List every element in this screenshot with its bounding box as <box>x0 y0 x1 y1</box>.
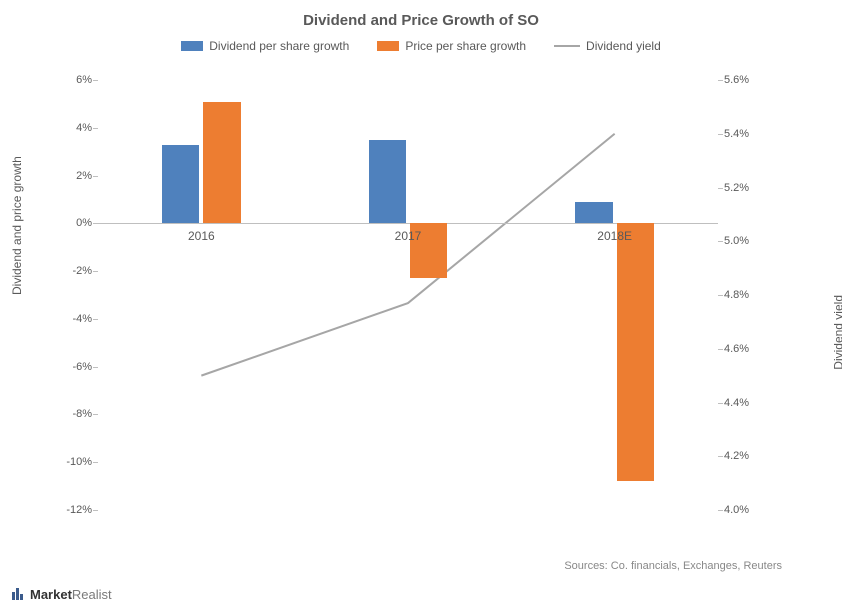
legend-swatch-icon <box>181 41 203 51</box>
category-label: 2016 <box>188 229 215 243</box>
y-right-tick: 5.0% <box>724 235 768 247</box>
plot-area: 2016 2017 2018E <box>98 80 718 510</box>
y-left-tick: -8% <box>48 408 92 420</box>
bar-dividend-growth <box>575 202 612 224</box>
y-left-tick: -2% <box>48 265 92 277</box>
dividend-yield-line <box>201 134 614 376</box>
legend-label: Dividend yield <box>586 39 661 53</box>
legend-item-dividend-growth: Dividend per share growth <box>181 39 349 53</box>
category-label: 2018E <box>597 229 632 243</box>
y-left-tick: -6% <box>48 361 92 373</box>
y-right-tick: 4.0% <box>724 504 768 516</box>
brand: MarketRealist <box>10 586 112 602</box>
y-left-tick: 6% <box>48 74 92 86</box>
legend-swatch-icon <box>377 41 399 51</box>
y-right-tick: 4.2% <box>724 450 768 462</box>
y-right-tick: 5.4% <box>724 128 768 140</box>
legend-label: Dividend per share growth <box>209 39 349 53</box>
y-right-tick: 4.4% <box>724 397 768 409</box>
sources-text: Sources: Co. financials, Exchanges, Reut… <box>564 560 782 572</box>
chart-area: -12%-10%-8%-6%-4%-2%0%2%4%6% 20162017201… <box>48 80 768 510</box>
y-left-tick: -10% <box>48 456 92 468</box>
legend-item-price-growth: Price per share growth <box>377 39 526 53</box>
brand-text: MarketRealist <box>30 587 112 602</box>
legend: Dividend per share growth Price per shar… <box>0 39 842 53</box>
chart-title: Dividend and Price Growth of SO <box>0 0 842 29</box>
legend-line-icon <box>554 45 580 47</box>
y-left-tick: -4% <box>48 313 92 325</box>
y-left-tick: 0% <box>48 217 92 229</box>
bar-dividend-growth <box>369 140 406 224</box>
category-label: 2017 <box>395 229 422 243</box>
y-axis-right-label: Dividend yield <box>832 295 842 370</box>
y-right-tick: 5.2% <box>724 182 768 194</box>
y-right-tick: 5.6% <box>724 74 768 86</box>
y-axis-right: 4.0%4.2%4.4%4.6%4.8%5.0%5.2%5.4%5.6% <box>718 80 768 510</box>
y-right-tick: 4.6% <box>724 343 768 355</box>
bar-price-growth <box>617 223 654 481</box>
y-left-tick: -12% <box>48 504 92 516</box>
y-axis-left-label: Dividend and price growth <box>10 156 24 295</box>
y-axis-left: -12%-10%-8%-6%-4%-2%0%2%4%6% <box>48 80 98 510</box>
y-left-tick: 2% <box>48 170 92 182</box>
legend-item-dividend-yield: Dividend yield <box>554 39 661 53</box>
bar-dividend-growth <box>162 145 199 224</box>
y-right-tick: 4.8% <box>724 289 768 301</box>
brand-name-light: Realist <box>72 587 112 602</box>
legend-label: Price per share growth <box>405 39 526 53</box>
brand-logo-icon <box>10 586 26 602</box>
brand-name-bold: Market <box>30 587 72 602</box>
y-left-tick: 4% <box>48 122 92 134</box>
chart-container: Dividend and Price Growth of SO Dividend… <box>0 0 842 610</box>
bar-price-growth <box>203 102 240 224</box>
